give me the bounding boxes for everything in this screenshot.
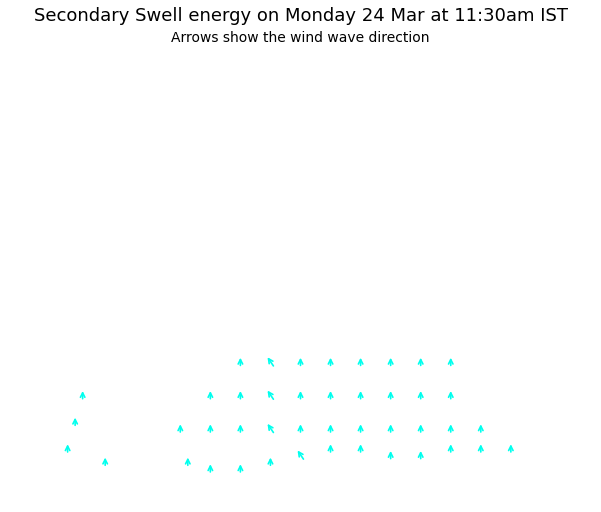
Text: Arrows show the wind wave direction: Arrows show the wind wave direction [171,31,430,45]
Text: Secondary Swell energy on Monday 24 Mar at 11:30am IST: Secondary Swell energy on Monday 24 Mar … [34,7,567,25]
